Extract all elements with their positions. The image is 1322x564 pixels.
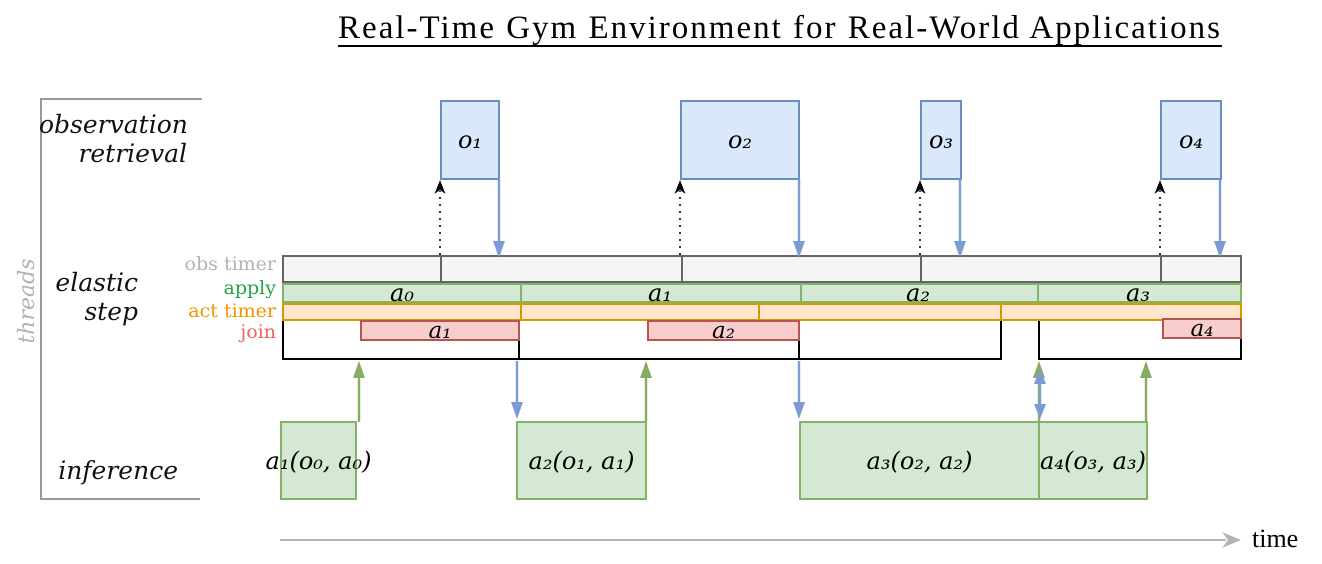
time-axis-line <box>280 539 1226 541</box>
inference-start-arrow-2 <box>511 361 523 419</box>
observation-box-o2: o₂ <box>680 100 800 180</box>
inference-box-a4: a₄(o₃, a₃) <box>1038 421 1148 500</box>
lane-label-line1: elastic <box>55 268 138 297</box>
act-timer-divider <box>520 305 522 319</box>
join-row-right-edge <box>1240 321 1242 360</box>
observation-box-o4: o₄ <box>1160 100 1222 180</box>
inference-box-a1: a₁(o₀, a₀) <box>266 421 371 500</box>
action-handoff-arrow-2 <box>640 361 652 422</box>
obs-request-arrow-3 <box>914 180 926 255</box>
obs-request-arrow-4 <box>1154 180 1166 255</box>
threads-bracket-top-tick <box>40 98 202 100</box>
lane-label-elastic-step: elastic step <box>40 268 138 326</box>
obs-timer-tick <box>440 257 442 281</box>
obs-timer-tick <box>1160 257 1162 281</box>
apply-segment-a3: a₃ <box>1126 279 1150 307</box>
action-handoff-arrow-4 <box>1140 361 1152 422</box>
apply-divider <box>800 285 802 301</box>
apply-divider <box>520 285 522 301</box>
join-task-a4: a₄ <box>1162 316 1242 342</box>
obs-request-arrow-2 <box>674 180 686 255</box>
obs-deliver-arrow-3 <box>954 179 966 258</box>
obs-deliver-arrow-2 <box>793 179 805 258</box>
inference-sync-double-arrow <box>1034 369 1046 419</box>
join-row-divider <box>1038 321 1040 360</box>
inference-start-arrow-3 <box>793 361 805 419</box>
obs-deliver-arrow-1 <box>493 179 505 258</box>
lane-label-line2: retrieval <box>78 139 187 168</box>
lane-label-line2: step <box>84 297 138 326</box>
apply-segment-a2: a₂ <box>906 279 930 307</box>
time-axis-label: time <box>1252 524 1299 553</box>
observation-box-o3: o₃ <box>920 100 962 180</box>
obs-timer-tick <box>920 257 922 281</box>
obs-timer-tick <box>681 257 683 281</box>
threads-bracket-vertical <box>40 98 42 500</box>
join-task-a2: a₂ <box>647 318 800 344</box>
lane-label-observation-retrieval: observation retrieval <box>39 110 188 168</box>
row-label-apply: apply <box>223 277 276 299</box>
apply-divider <box>1037 285 1039 301</box>
act-timer-divider <box>758 305 760 319</box>
observation-box-o1: o₁ <box>440 100 500 180</box>
join-task-a1: a₁ <box>360 318 520 344</box>
join-row-divider <box>798 340 800 360</box>
act-timer-row <box>282 303 1242 321</box>
threads-bracket-bottom-tick <box>40 498 200 500</box>
act-timer-divider <box>1000 305 1002 319</box>
inference-box-a3: a₃(o₂, a₂) <box>799 421 1040 500</box>
obs-request-arrow-1 <box>434 180 446 255</box>
action-handoff-arrow-1 <box>353 361 365 422</box>
apply-segment-a0: a₀ <box>390 279 414 307</box>
lane-label-inference: inference <box>58 456 178 485</box>
row-label-obs-timer: obs timer <box>184 253 276 275</box>
inference-box-a2: a₂(o₁, a₁) <box>516 421 647 500</box>
threads-label: threads <box>15 258 40 344</box>
lane-label-line1: observation <box>39 110 188 139</box>
join-row-left-edge <box>282 321 284 360</box>
join-row-bottom-line <box>1038 358 1242 360</box>
time-axis-arrowhead <box>1222 532 1241 548</box>
apply-row: a₀ a₁ a₂ a₃ <box>282 279 1242 307</box>
join-row-divider <box>1000 321 1002 360</box>
row-label-act-timer: act timer <box>188 300 276 322</box>
row-label-join: join <box>240 321 276 343</box>
join-row-bottom-line <box>282 358 1002 360</box>
apply-segment-a1: a₁ <box>648 279 672 307</box>
obs-timer-row <box>282 255 1242 283</box>
join-row-divider <box>518 340 520 360</box>
diagram-title: Real-Time Gym Environment for Real-World… <box>338 10 1222 46</box>
obs-deliver-arrow-4 <box>1214 179 1226 258</box>
